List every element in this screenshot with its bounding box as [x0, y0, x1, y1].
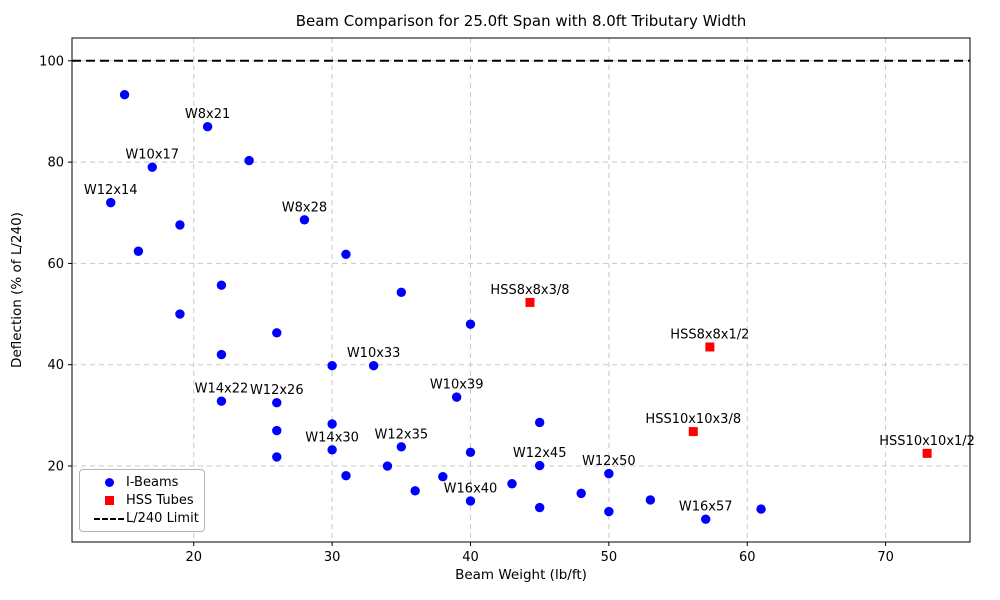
data-point-i-beams	[396, 287, 407, 297]
point-label: W12x14	[84, 183, 138, 198]
data-point-i-beams	[299, 215, 310, 225]
point-label: W12x35	[374, 427, 428, 442]
legend-item-hss-tubes: HSS Tubes	[92, 491, 204, 509]
point-label: W8x28	[282, 200, 327, 215]
data-point-i-beams	[106, 197, 116, 208]
point-label: W10x17	[125, 148, 179, 163]
x-tick-label: 70	[877, 550, 894, 565]
x-tick-label: 40	[462, 550, 479, 565]
data-point-i-beams	[701, 514, 711, 524]
data-point-i-beams	[272, 328, 282, 338]
point-label: W16x57	[679, 500, 733, 515]
point-label: W8x21	[185, 107, 230, 122]
x-tick-label: 50	[601, 550, 618, 565]
y-tick-label: 20	[47, 460, 64, 475]
data-point-i-beams	[202, 121, 213, 132]
hss-tubes-marker-icon	[104, 495, 114, 505]
legend-item-limit: L/240 Limit	[92, 510, 204, 528]
data-point-i-beams	[147, 162, 157, 172]
data-point-i-beams	[272, 425, 282, 436]
dashed-line-icon	[94, 517, 124, 520]
data-point-i-beams	[756, 504, 766, 514]
x-tick-label: 20	[185, 550, 202, 565]
legend-label-hss-tubes: HSS Tubes	[126, 492, 194, 508]
x-tick-label: 60	[739, 550, 756, 565]
data-point-i-beams	[534, 417, 545, 428]
data-point-i-beams	[216, 396, 227, 406]
point-label: W16x40	[444, 481, 498, 496]
point-label: W10x39	[430, 378, 484, 393]
data-point-i-beams	[465, 319, 476, 329]
x-tick-label: 30	[324, 550, 341, 565]
data-point-i-beams	[175, 309, 185, 319]
y-tick-label: 40	[47, 358, 64, 373]
data-point-i-beams	[119, 90, 130, 100]
data-point-i-beams	[534, 460, 545, 471]
legend: I-Beams HSS Tubes L/240 Limit	[79, 469, 205, 532]
legend-item-i-beams: I-Beams	[92, 473, 204, 491]
data-point-i-beams	[604, 506, 614, 517]
point-label: HSS10x10x1/2	[879, 434, 975, 449]
data-point-i-beams	[216, 349, 227, 360]
data-point-hss-tubes	[922, 448, 932, 458]
data-point-i-beams	[465, 496, 476, 506]
data-point-i-beams	[645, 495, 656, 505]
point-label: W12x26	[250, 383, 304, 398]
data-point-hss-tubes	[525, 297, 535, 307]
data-point-i-beams	[327, 445, 337, 455]
i-beams-marker-icon	[104, 477, 114, 487]
plot-border	[71, 37, 971, 543]
data-point-i-beams	[327, 361, 337, 371]
data-point-i-beams	[368, 361, 379, 371]
data-point-i-beams	[175, 220, 185, 230]
data-point-i-beams	[272, 452, 282, 462]
data-point-i-beams	[341, 249, 351, 259]
point-label: HSS8x8x3/8	[490, 283, 569, 298]
data-point-i-beams	[382, 461, 393, 471]
data-point-i-beams	[244, 155, 254, 166]
legend-label-limit: L/240 Limit	[126, 511, 199, 527]
y-tick-label: 60	[47, 257, 64, 272]
data-point-i-beams	[465, 447, 476, 458]
data-point-i-beams	[507, 479, 517, 489]
data-point-i-beams	[534, 502, 545, 513]
point-label: HSS10x10x3/8	[645, 412, 741, 427]
point-label: W12x50	[582, 454, 636, 469]
legend-label-i-beams: I-Beams	[126, 474, 179, 490]
y-tick-label: 80	[47, 156, 64, 171]
chart-title: Beam Comparison for 25.0ft Span with 8.0…	[295, 12, 747, 30]
data-point-i-beams	[451, 392, 462, 402]
data-point-i-beams	[576, 488, 586, 499]
point-label: HSS8x8x1/2	[670, 327, 749, 342]
point-label: W14x22	[195, 382, 249, 397]
data-point-i-beams	[410, 486, 420, 496]
point-label: W10x33	[347, 346, 401, 361]
y-axis-label: Deflection (% of L/240)	[9, 212, 25, 368]
point-label: W14x30	[305, 430, 359, 445]
data-point-hss-tubes	[705, 342, 715, 352]
data-point-hss-tubes	[688, 427, 698, 437]
data-point-i-beams	[396, 442, 407, 452]
data-point-i-beams	[604, 468, 614, 479]
data-point-i-beams	[438, 471, 448, 482]
point-label: W12x45	[513, 446, 567, 461]
y-tick-label: 100	[39, 54, 64, 69]
data-point-i-beams	[327, 419, 337, 429]
x-axis-label: Beam Weight (lb/ft)	[455, 567, 587, 583]
data-point-i-beams	[272, 398, 282, 408]
data-point-i-beams	[133, 246, 144, 256]
data-point-i-beams	[341, 470, 351, 481]
data-point-i-beams	[216, 280, 227, 290]
